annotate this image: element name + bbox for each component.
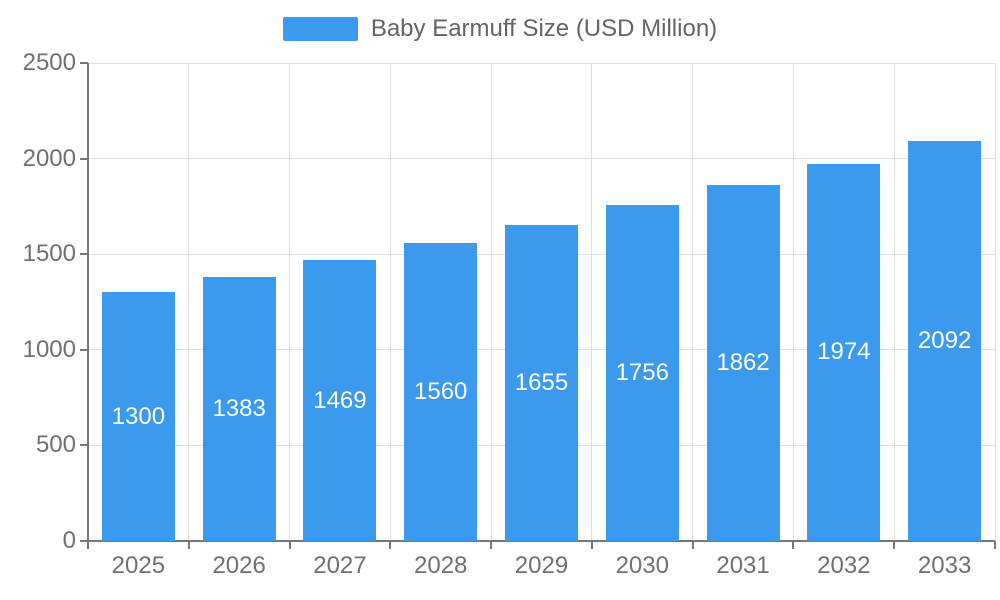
gridline-y	[88, 158, 995, 160]
bar[interactable]: 1756	[605, 205, 679, 541]
bar[interactable]: 2092	[908, 141, 982, 541]
gridline-x	[591, 63, 593, 541]
x-axis-tick	[490, 541, 493, 549]
bar-value-label: 1469	[313, 386, 367, 414]
x-axis-tick	[691, 541, 694, 549]
bar[interactable]: 1469	[303, 260, 377, 541]
x-axis-tick-label: 2033	[917, 552, 972, 579]
gridline-x	[389, 63, 391, 541]
gridline-x	[994, 63, 996, 541]
y-axis-tick-label: 1500	[22, 240, 76, 268]
bar[interactable]: 1655	[505, 224, 578, 541]
x-axis-tick	[792, 541, 795, 549]
gridline-x	[490, 63, 492, 541]
y-axis-tick	[80, 444, 88, 447]
gridline-y	[88, 62, 995, 64]
y-axis-tick	[80, 62, 88, 64]
x-axis-tick	[187, 541, 190, 549]
x-axis-tick-label: 2028	[414, 552, 468, 579]
x-axis-tick	[994, 541, 996, 549]
bar-value-label: 1560	[414, 377, 468, 405]
x-axis-line	[88, 540, 995, 542]
x-axis-tick	[590, 541, 593, 549]
y-axis-tick	[80, 540, 88, 542]
x-axis-tick-label: 2032	[817, 552, 871, 579]
gridline-x	[188, 63, 190, 541]
bar-value-label: 1862	[716, 348, 770, 376]
y-axis-tick-label: 0	[62, 527, 76, 554]
x-axis-tick-label: 2029	[514, 552, 569, 579]
bar-value-label: 1974	[817, 338, 871, 366]
y-axis-tick-label: 2500	[22, 49, 76, 76]
bar-value-label: 1300	[111, 402, 166, 430]
y-axis-line	[87, 63, 89, 549]
legend-marker	[282, 17, 358, 41]
x-axis-tick	[288, 541, 291, 549]
gridline-x	[893, 63, 895, 541]
gridline-x	[289, 63, 291, 541]
y-axis-tick	[80, 348, 88, 351]
x-axis-tick	[389, 541, 392, 549]
y-axis-tick	[80, 157, 88, 160]
bar-value-label: 2092	[917, 326, 972, 354]
y-axis-tick-label: 2000	[22, 144, 76, 172]
x-axis-tick-label: 2030	[615, 552, 669, 579]
bar-value-label: 1383	[212, 394, 266, 422]
legend-label: Baby Earmuff Size (USD Million)	[370, 15, 718, 42]
x-axis-tick-label: 2025	[111, 552, 166, 579]
bar-value-label: 1756	[615, 359, 669, 387]
bar[interactable]: 1560	[404, 242, 478, 541]
gridline-x	[692, 63, 694, 541]
bar[interactable]: 1974	[807, 163, 881, 541]
legend-item[interactable]: Baby Earmuff Size (USD Million)	[0, 14, 1000, 44]
gridline-x	[792, 63, 794, 541]
y-axis-tick	[80, 253, 88, 256]
bar-value-label: 1655	[514, 368, 569, 396]
x-axis-tick-label: 2031	[716, 552, 770, 579]
x-axis-tick-label: 2027	[313, 552, 367, 579]
x-axis-tick	[893, 541, 896, 549]
y-axis-tick-label: 500	[35, 431, 76, 459]
bar[interactable]: 1383	[202, 276, 276, 541]
x-axis-tick-label: 2026	[212, 552, 266, 579]
bar[interactable]: 1300	[101, 292, 175, 541]
y-axis-tick-label: 1000	[22, 335, 76, 363]
bar[interactable]: 1862	[706, 184, 780, 541]
